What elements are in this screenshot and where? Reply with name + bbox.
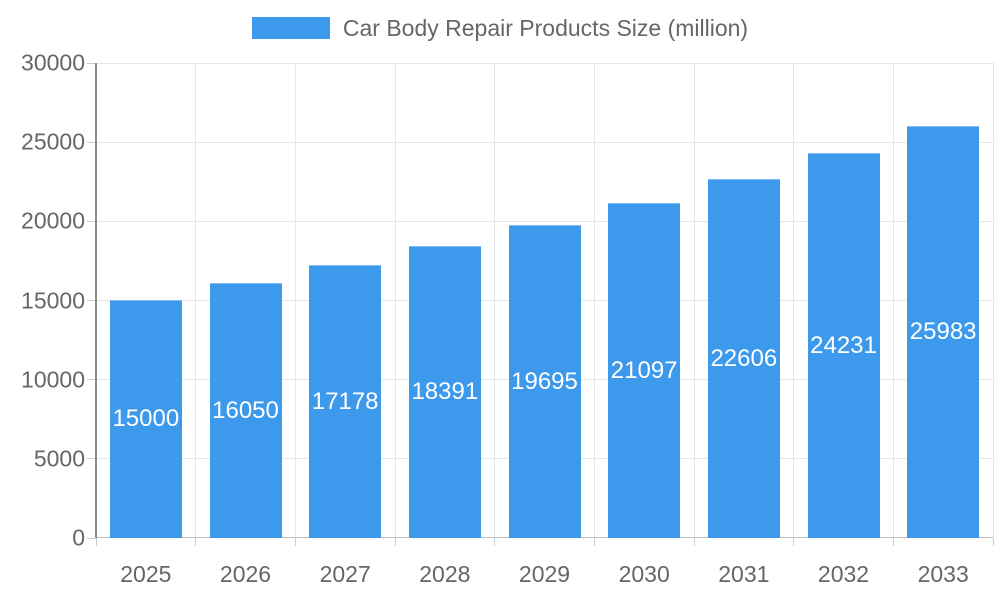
x-axis-label: 2033 xyxy=(917,561,969,587)
v-gridline xyxy=(793,63,795,538)
y-axis: 0 5000 10000 15000 20000 25000 30000 xyxy=(0,51,85,549)
h-gridline xyxy=(96,62,993,64)
x-tick-mark xyxy=(693,538,695,546)
bar[interactable]: 19695 xyxy=(508,225,581,538)
x-axis-label: 2028 xyxy=(419,561,471,587)
bar[interactable]: 17178 xyxy=(309,265,382,538)
x-tick-mark xyxy=(793,538,795,546)
x-tick-mark xyxy=(95,538,97,546)
x-tick-mark xyxy=(195,538,197,546)
bar-value-label: 18391 xyxy=(411,378,479,406)
x-axis-label: 2032 xyxy=(817,561,870,587)
x-axis-label: 2029 xyxy=(518,561,571,587)
y-tick-mark xyxy=(87,379,95,381)
legend-label: Car Body Repair Products Size (million) xyxy=(342,14,749,41)
x-tick-mark xyxy=(593,538,595,546)
bar[interactable]: 18391 xyxy=(408,245,481,538)
bar-value-label: 16050 xyxy=(212,396,279,424)
v-gridline xyxy=(195,63,197,538)
v-gridline xyxy=(294,63,296,538)
x-axis-label: 2025 xyxy=(120,561,172,587)
v-gridline xyxy=(494,63,496,538)
bar[interactable]: 22606 xyxy=(707,179,780,538)
bar[interactable]: 24231 xyxy=(807,153,880,538)
y-axis-label: 10000 xyxy=(21,366,85,393)
x-tick-mark xyxy=(892,538,894,546)
y-axis-label: 15000 xyxy=(21,287,85,313)
legend-swatch-icon xyxy=(251,17,330,39)
y-axis-label: 20000 xyxy=(21,207,85,234)
y-axis-label: 0 xyxy=(72,524,85,551)
y-tick-mark xyxy=(87,300,95,301)
y-axis-label: 5000 xyxy=(33,445,85,472)
x-axis-label: 2027 xyxy=(319,561,371,587)
x-tick-mark xyxy=(494,538,496,546)
y-tick-mark xyxy=(87,537,95,539)
bar-value-label: 17178 xyxy=(311,388,379,415)
x-axis-label: 2031 xyxy=(718,561,770,587)
v-gridline xyxy=(892,63,894,538)
bar-value-label: 19695 xyxy=(511,368,578,396)
x-axis-label: 2030 xyxy=(618,561,670,587)
legend-item[interactable]: Car Body Repair Products Size (million) xyxy=(251,14,749,42)
bar[interactable]: 25983 xyxy=(907,125,980,538)
y-axis-line xyxy=(95,63,97,538)
v-gridline xyxy=(593,63,595,538)
x-tick-mark xyxy=(394,538,396,546)
y-tick-mark xyxy=(87,220,95,222)
y-tick-mark xyxy=(87,62,95,64)
bar[interactable]: 15000 xyxy=(109,299,182,538)
bar-value-label: 15000 xyxy=(112,405,180,433)
y-tick-mark xyxy=(87,141,95,143)
y-axis-label: 30000 xyxy=(21,49,85,76)
h-gridline xyxy=(96,141,993,143)
plot-area: 15000 16050 17178 18391 19695 21097 22606 24231… xyxy=(87,62,994,546)
x-axis-label: 2026 xyxy=(219,561,272,587)
y-tick-mark xyxy=(87,458,95,460)
x-axis: 2025 2026 2027 2028 2029 2030 2031 2032 2033 xyxy=(96,563,993,593)
chart-legend: Car Body Repair Products Size (million) xyxy=(0,0,1000,56)
y-axis-label: 25000 xyxy=(21,128,85,155)
v-gridline xyxy=(394,63,396,538)
v-gridline xyxy=(693,63,695,538)
h-gridline xyxy=(96,220,993,222)
v-gridline xyxy=(992,63,994,538)
bar-value-label: 24231 xyxy=(810,332,877,360)
bar[interactable]: 21097 xyxy=(608,202,681,538)
x-tick-mark xyxy=(992,538,994,546)
bar[interactable]: 16050 xyxy=(209,282,282,538)
bar-value-label: 25983 xyxy=(909,318,977,346)
x-tick-mark xyxy=(294,538,296,546)
bar-value-label: 21097 xyxy=(610,356,678,384)
bar-value-label: 22606 xyxy=(710,345,778,373)
